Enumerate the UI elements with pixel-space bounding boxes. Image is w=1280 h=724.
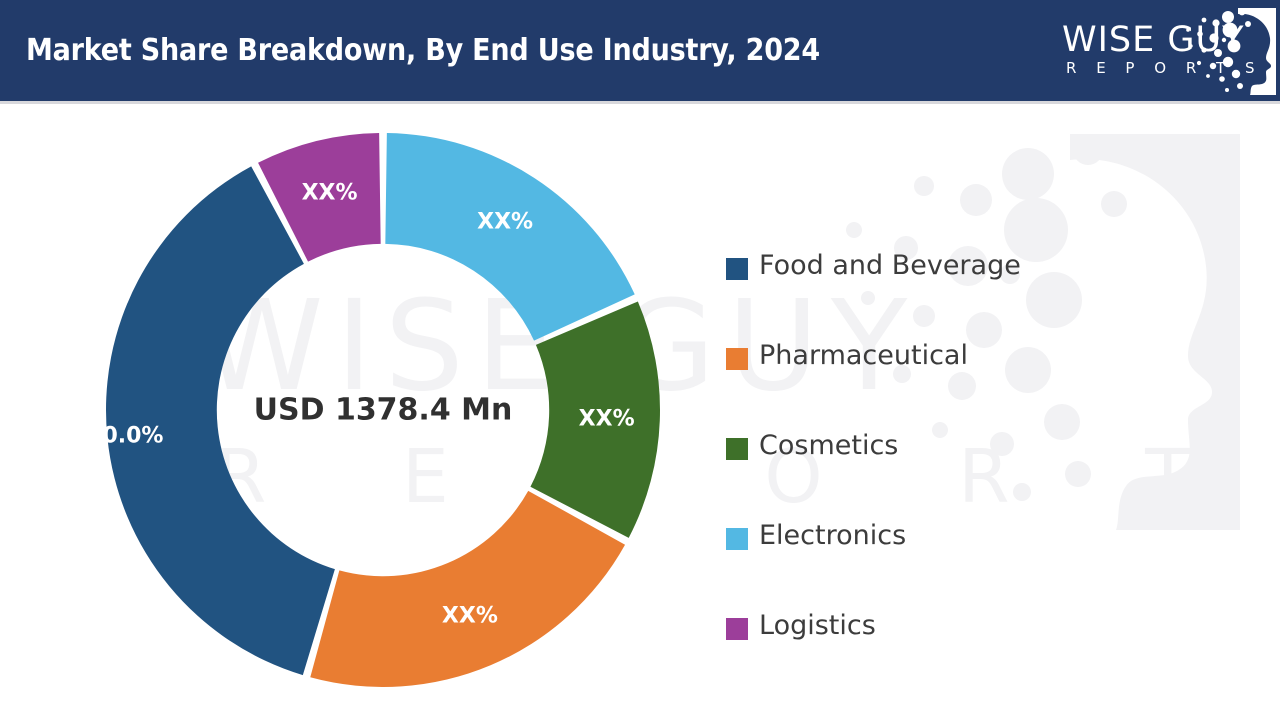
legend-item-electronics[interactable]: Electronics [726,520,1146,615]
legend-item-food-and-beverage[interactable]: Food and Beverage [726,250,1146,345]
legend-item-logistics[interactable]: Logistics [726,610,1146,705]
legend-item-cosmetics[interactable]: Cosmetics [726,430,1146,525]
donut-slice[interactable] [258,133,381,262]
donut-center-label: USD 1378.4 Mn [253,392,513,428]
donut-slice-value-label: XX% [301,180,358,206]
donut-slice-value-label: XX% [441,603,498,629]
page-title: Market Share Breakdown, By End Use Indus… [26,33,820,68]
legend-swatch-icon [726,348,748,370]
donut-slice[interactable] [310,490,626,687]
donut-slice[interactable] [105,166,335,676]
legend-swatch-icon [726,258,748,280]
legend-item-pharmaceutical[interactable]: Pharmaceutical [726,340,1146,435]
legend-label: Logistics [759,610,876,641]
donut-slice-value-label: XX% [578,406,635,432]
donut-chart-svg [105,133,660,687]
donut-slice[interactable] [385,133,635,341]
legend-swatch-icon [726,438,748,460]
donut-slice-value-label: 40.0% [87,423,164,449]
logo-wordmark-secondary: R E P O R T S [1066,59,1262,77]
donut-slice-group [105,133,660,687]
brand-logo: WISE GUY R E P O R T S [1058,6,1276,96]
header-divider [0,101,1280,104]
legend-swatch-icon [726,618,748,640]
page-header: Market Share Breakdown, By End Use Indus… [0,0,1280,101]
legend-label: Electronics [759,520,907,551]
legend-label: Food and Beverage [759,250,1021,281]
legend-label: Pharmaceutical [759,340,968,371]
chart-legend: Food and Beverage Pharmaceutical Cosmeti… [726,250,1146,705]
legend-label: Cosmetics [759,430,899,461]
dotted-head-silhouette-icon [1186,8,1276,95]
donut-slice[interactable] [530,301,660,538]
donut-chart: XX% XX% XX% 40.0% XX% USD 1378.4 Mn [0,104,700,720]
legend-swatch-icon [726,528,748,550]
donut-slice-value-label: XX% [477,209,534,235]
